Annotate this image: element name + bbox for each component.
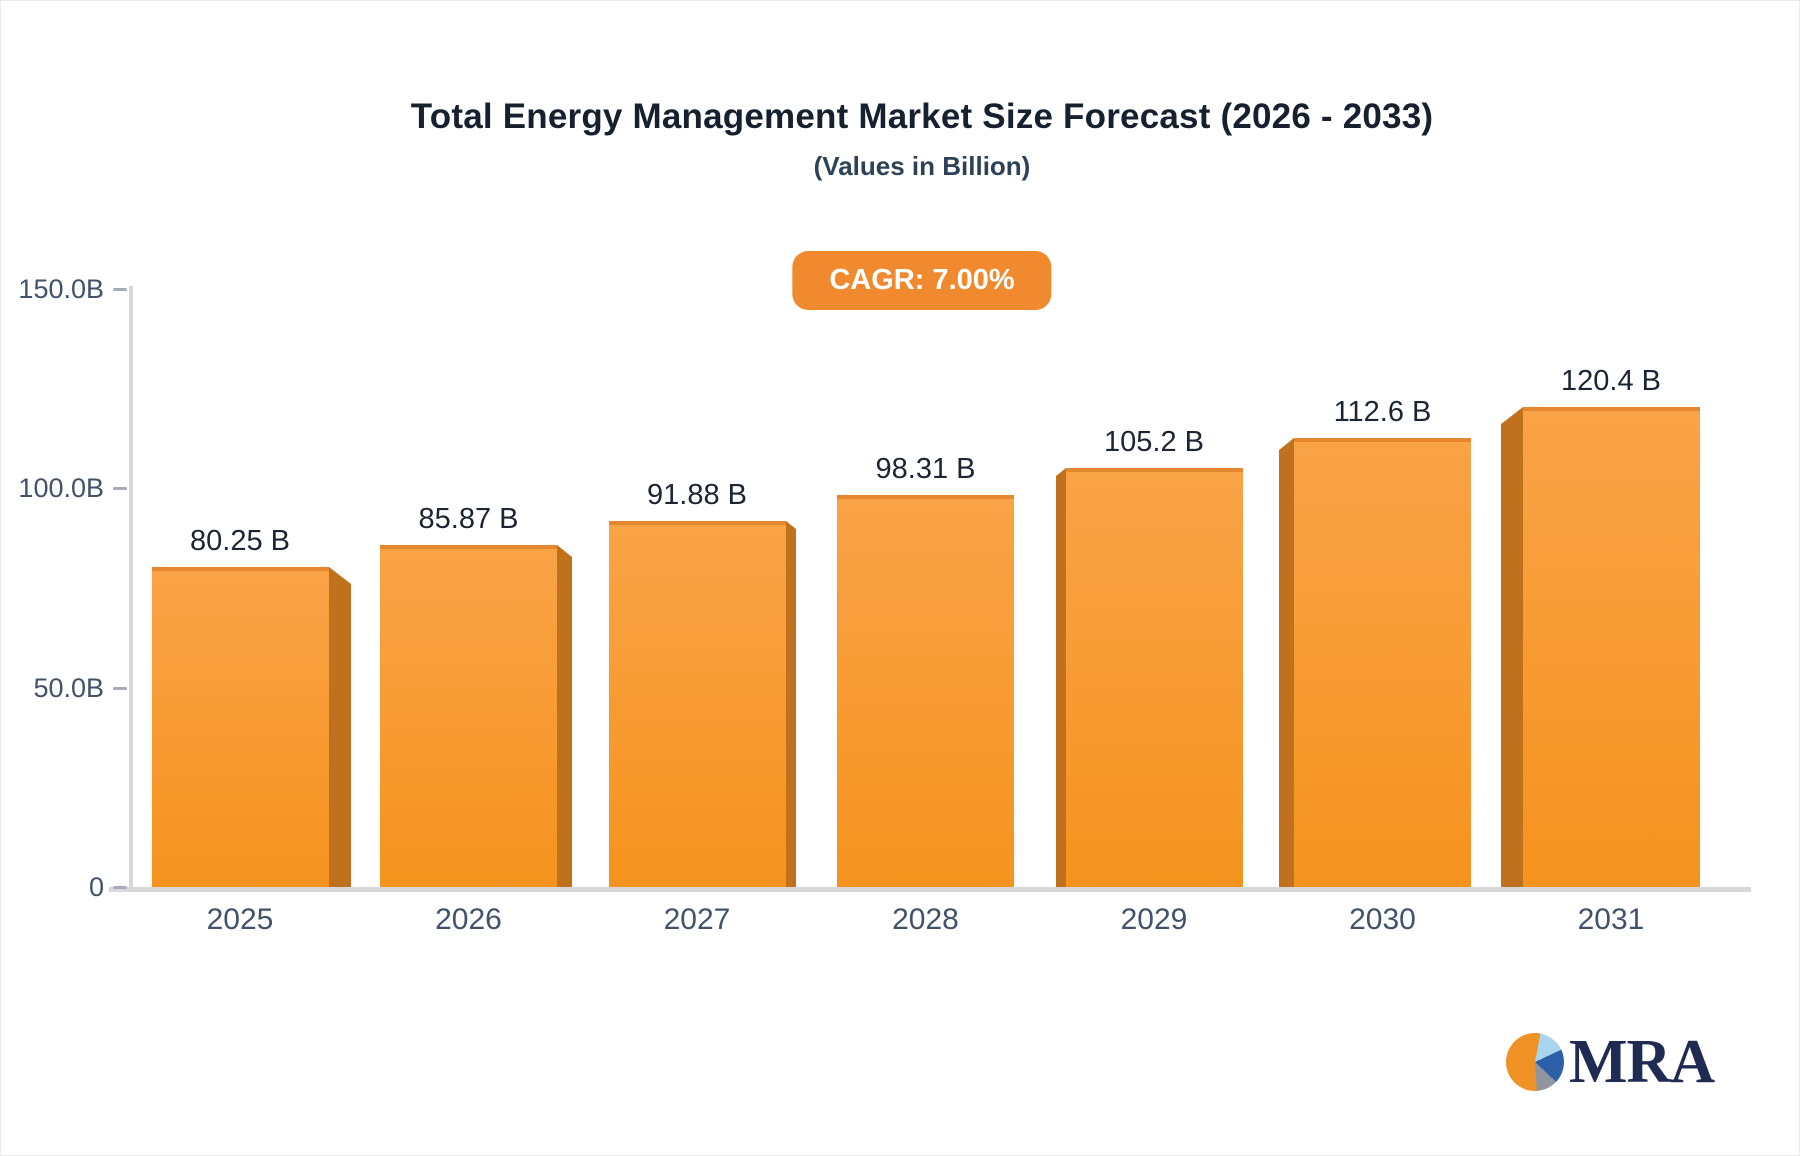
bar-value-label: 80.25 B [190,525,290,557]
chart-subtitle: (Values in Billion) [813,151,1031,181]
chart-header: Total Energy Management Market Size Fore… [23,97,1799,182]
x-axis-label: 2027 [663,903,731,936]
cagr-badge: CAGR: 7.00% [792,251,1052,310]
pie-chart-icon [1506,1033,1564,1091]
chart-title: Total Energy Management Market Size Fore… [410,97,1434,136]
x-axis-label: 2030 [1349,903,1416,936]
y-axis-tick-label: 100.0B [18,473,104,504]
bar-value-label: 85.87 B [418,503,519,535]
x-axis-label: 2026 [435,903,502,936]
bar-value-label: 91.88 B [647,479,747,511]
y-axis-tick-label: 150.0B [18,274,104,304]
bar-side-face [1056,468,1066,887]
bar-side-face [1501,407,1523,887]
bar [837,495,1014,887]
x-axis-label: 2025 [206,903,274,936]
y-axis-tick [113,487,127,491]
bar-value-label: 105.2 B [1104,426,1204,458]
y-axis-tick [113,886,127,889]
bar-side-face [557,545,572,887]
y-axis-tick [113,686,127,690]
x-axis-label: 2028 [892,903,959,936]
bar-value-label: 112.6 B [1333,396,1432,428]
y-axis-tick-label: 0 [88,872,104,902]
x-axis-label: 2029 [1120,903,1188,936]
y-axis-line [129,286,133,891]
bar [380,545,557,887]
brand-logo: MRA [1506,1028,1715,1096]
bar [152,567,329,887]
bar [1294,438,1471,887]
bar-side-face [329,567,351,887]
bar-side-face [786,521,796,887]
bar [1066,468,1243,887]
bar [609,521,786,887]
y-axis-tick [113,288,127,291]
bar-value-label: 120.4 B [1561,365,1661,397]
bar-side-face [1279,438,1294,887]
bar [1523,407,1700,887]
y-axis-tick-label: 50.0B [33,672,104,703]
x-axis-baseline [109,887,1751,892]
bar-value-label: 98.31 B [875,453,976,485]
x-axis-label: 2031 [1577,903,1645,936]
brand-logo-text: MRA [1569,1028,1715,1096]
